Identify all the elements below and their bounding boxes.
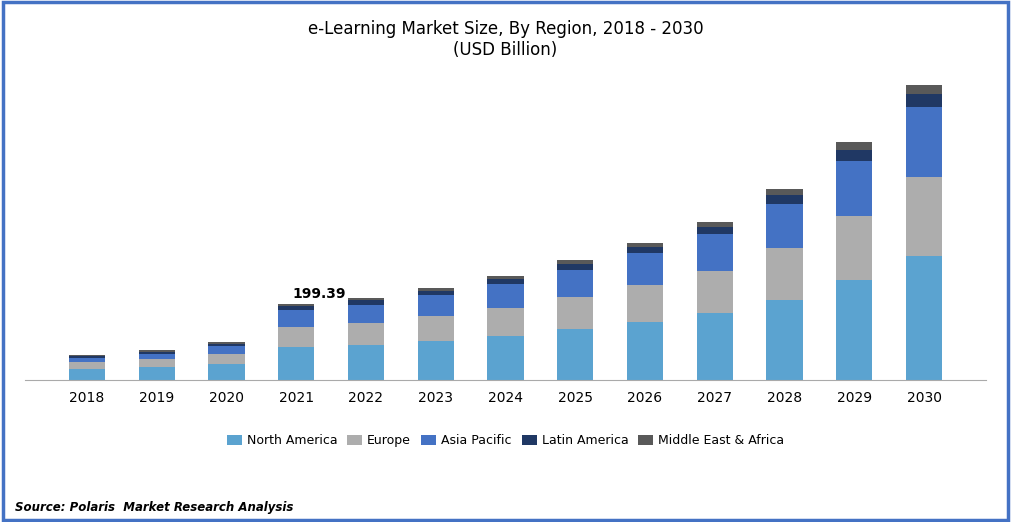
Bar: [69, 362, 105, 369]
Bar: [418, 295, 454, 316]
Bar: [906, 176, 942, 256]
Bar: [69, 356, 105, 358]
Bar: [766, 195, 803, 204]
Bar: [836, 150, 872, 161]
Bar: [487, 308, 524, 336]
Bar: [836, 161, 872, 216]
Bar: [139, 352, 175, 353]
Bar: [139, 367, 175, 379]
Bar: [418, 316, 454, 340]
Bar: [906, 94, 942, 108]
Bar: [348, 298, 384, 300]
Bar: [348, 300, 384, 304]
Bar: [627, 247, 663, 253]
Bar: [208, 346, 245, 353]
Bar: [487, 276, 524, 279]
Bar: [69, 369, 105, 379]
Bar: [348, 345, 384, 379]
Bar: [348, 304, 384, 323]
Bar: [208, 343, 245, 346]
Bar: [627, 253, 663, 285]
Bar: [557, 269, 593, 297]
Bar: [557, 329, 593, 379]
Bar: [557, 264, 593, 269]
Bar: [208, 353, 245, 364]
Title: e-Learning Market Size, By Region, 2018 - 2030
(USD Billion): e-Learning Market Size, By Region, 2018 …: [307, 20, 704, 59]
Bar: [208, 342, 245, 343]
Bar: [418, 291, 454, 295]
Bar: [627, 285, 663, 322]
Legend: North America, Europe, Asia Pacific, Latin America, Middle East & Africa: North America, Europe, Asia Pacific, Lat…: [221, 430, 790, 453]
Bar: [697, 313, 733, 379]
Bar: [766, 247, 803, 300]
Bar: [627, 243, 663, 247]
Bar: [487, 284, 524, 308]
Bar: [906, 108, 942, 176]
Bar: [139, 353, 175, 359]
Bar: [766, 204, 803, 247]
Bar: [697, 234, 733, 271]
Bar: [418, 340, 454, 379]
Bar: [697, 271, 733, 313]
Bar: [697, 222, 733, 227]
Bar: [557, 260, 593, 264]
Bar: [208, 364, 245, 379]
Bar: [348, 323, 384, 345]
Bar: [278, 306, 314, 310]
Bar: [766, 189, 803, 195]
Bar: [278, 327, 314, 348]
Bar: [557, 297, 593, 329]
Bar: [418, 288, 454, 291]
Bar: [836, 280, 872, 379]
Text: Source: Polaris  Market Research Analysis: Source: Polaris Market Research Analysis: [15, 501, 293, 514]
Bar: [906, 85, 942, 94]
Text: 199.39: 199.39: [293, 287, 346, 301]
Bar: [278, 304, 314, 306]
Bar: [487, 279, 524, 284]
Bar: [836, 143, 872, 150]
Bar: [278, 310, 314, 327]
Bar: [69, 358, 105, 362]
Bar: [139, 350, 175, 352]
Bar: [836, 216, 872, 280]
Bar: [139, 359, 175, 367]
Bar: [627, 322, 663, 379]
Bar: [766, 300, 803, 379]
Bar: [906, 256, 942, 379]
Bar: [69, 355, 105, 356]
Bar: [487, 336, 524, 379]
Bar: [278, 348, 314, 379]
Bar: [697, 227, 733, 234]
